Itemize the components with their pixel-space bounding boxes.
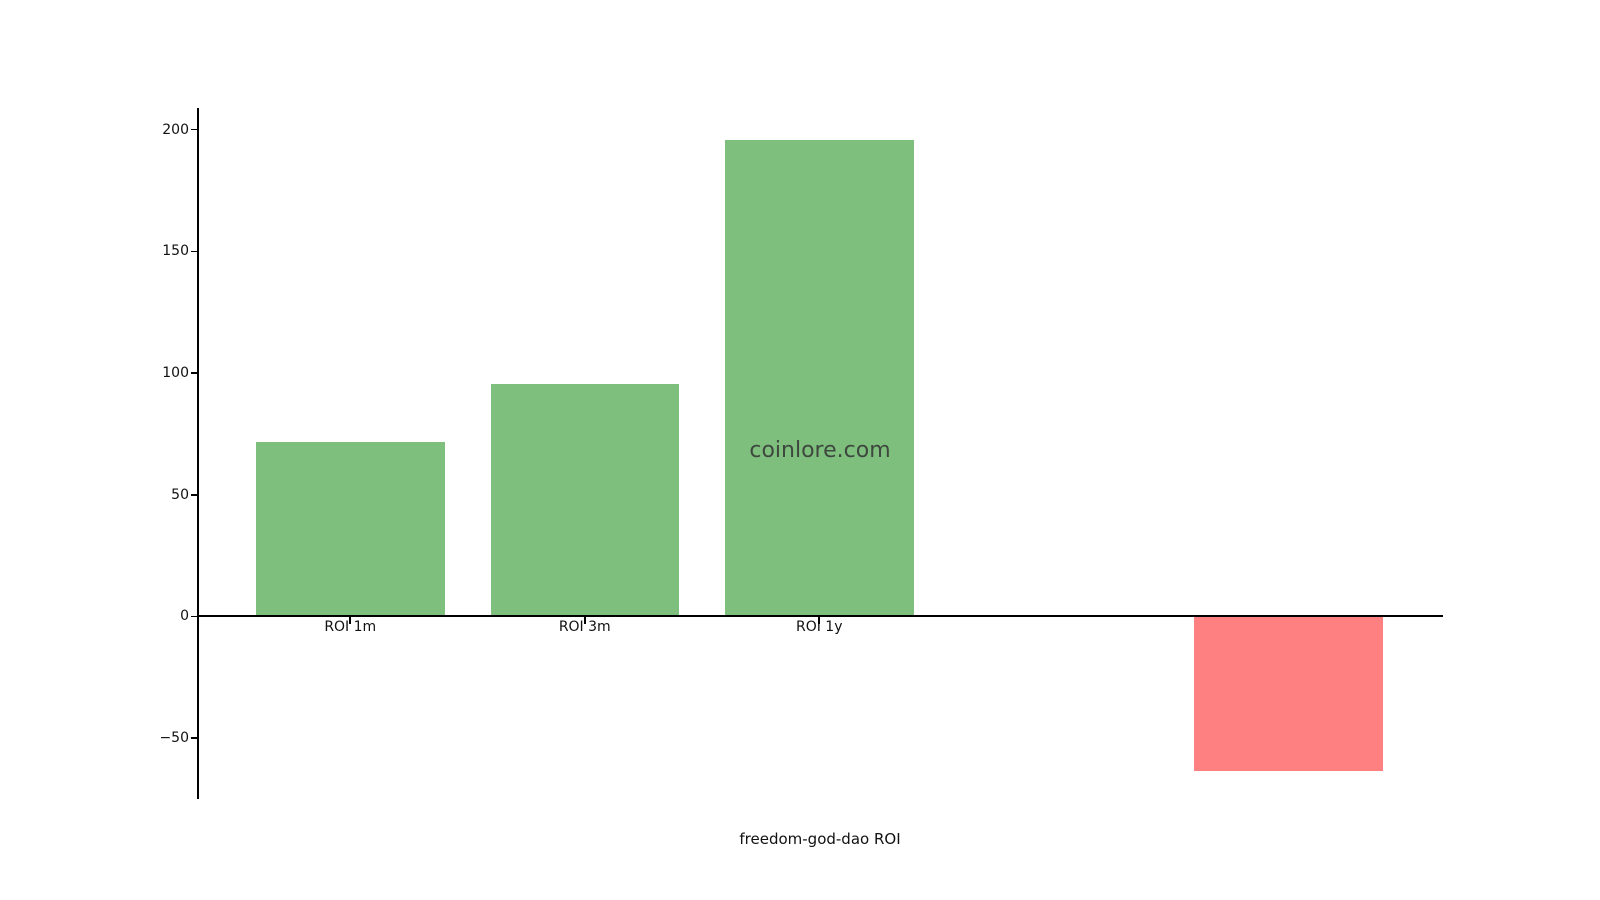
x-tick-label: ROI 3m [558,618,611,635]
y-tick-mark [191,493,198,496]
x-tick-label: ROI 1m [324,618,377,635]
y-tick-label: 50 [171,486,189,503]
y-tick-label: 150 [162,243,189,260]
bar-unlabeled-negative [1194,617,1383,772]
bar-roi-1y [725,139,914,617]
y-tick-label: 100 [162,365,189,382]
watermark-text: coinlore.com [749,438,891,463]
y-tick-label: 0 [180,608,189,625]
x-tick-mark [583,616,586,624]
x-tick-mark [349,616,352,624]
y-tick-mark [191,615,198,618]
y-tick-mark [191,128,198,131]
y-tick-mark [191,250,198,253]
chart-title: freedom-god-dao ROI [739,830,901,848]
x-tick-mark [818,616,821,624]
bar-roi-1m [256,442,445,617]
x-tick-label: ROI 1y [795,618,843,635]
x-axis-line [197,615,1443,617]
y-tick-label: 200 [162,121,189,138]
y-tick-mark [191,372,198,374]
bar-roi-3m [490,384,679,617]
y-tick-label: −50 [159,730,189,747]
y-tick-mark [191,737,198,739]
y-axis-spine [197,108,199,799]
